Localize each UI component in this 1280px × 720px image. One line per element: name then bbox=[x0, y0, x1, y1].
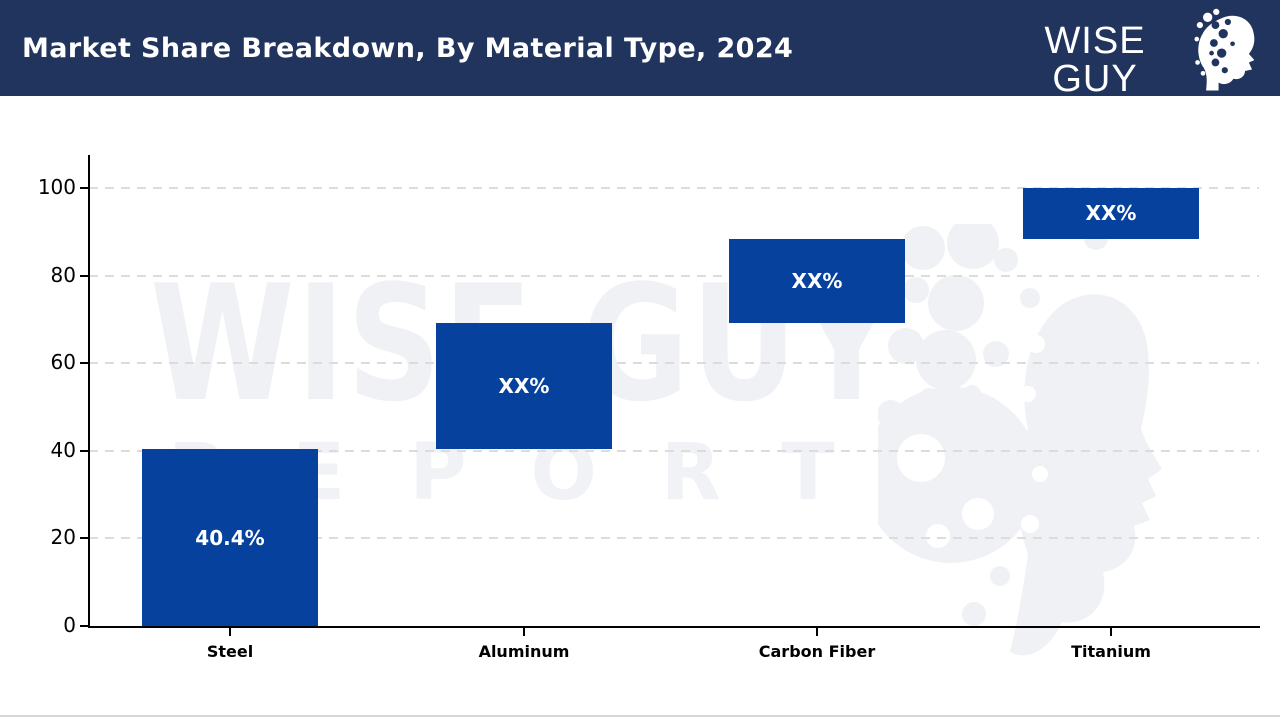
bar-steel: 40.4% bbox=[142, 449, 318, 626]
y-tick-label: 80 bbox=[50, 262, 76, 287]
y-tick-mark bbox=[80, 449, 89, 452]
y-tick-label: 20 bbox=[50, 525, 76, 550]
bar-carbon-fiber: XX% bbox=[729, 238, 905, 323]
x-category-label: Aluminum bbox=[478, 642, 570, 661]
bar-titanium: XX% bbox=[1023, 188, 1199, 239]
x-category-label: Carbon Fiber bbox=[758, 642, 876, 661]
x-axis-line bbox=[88, 626, 1260, 628]
x-tick-mark bbox=[229, 628, 231, 636]
bar-value-label: 40.4% bbox=[195, 525, 265, 550]
logo-wordmark: WISE GUY bbox=[1044, 20, 1146, 100]
bar-value-label: XX% bbox=[791, 268, 843, 293]
y-tick-mark bbox=[80, 537, 89, 540]
x-tick-mark bbox=[523, 628, 525, 636]
y-gridline bbox=[89, 187, 1259, 189]
y-tick-label: 100 bbox=[37, 175, 76, 199]
y-tick-mark bbox=[80, 187, 89, 189]
x-tick-mark bbox=[816, 628, 818, 636]
y-gridline bbox=[89, 537, 1259, 540]
y-tick-mark bbox=[80, 625, 89, 627]
y-gridline bbox=[89, 449, 1259, 452]
y-tick-label: 60 bbox=[50, 350, 76, 375]
header-banner: Market Share Breakdown, By Material Type… bbox=[0, 0, 1280, 118]
bar-value-label: XX% bbox=[1085, 201, 1137, 226]
x-tick-mark bbox=[1110, 628, 1112, 636]
x-category-label: Steel bbox=[206, 642, 254, 661]
bar-aluminum: XX% bbox=[436, 322, 612, 450]
y-gridline bbox=[89, 362, 1259, 365]
y-tick-label: 0 bbox=[63, 613, 76, 637]
page-title: Market Share Breakdown, By Material Type… bbox=[22, 32, 794, 64]
watermark-head-icon bbox=[878, 224, 1162, 656]
bar-value-label: XX% bbox=[498, 373, 550, 398]
logo-head-icon bbox=[1194, 8, 1255, 91]
y-tick-mark bbox=[80, 362, 89, 365]
chart-canvas: WISE GUY REPORTS 0 20 40 60 80 100 40.4% XX% XX%… bbox=[0, 96, 1280, 716]
footer-divider bbox=[0, 715, 1280, 717]
y-tick-label: 40 bbox=[50, 437, 76, 462]
y-axis-line bbox=[88, 155, 90, 628]
x-category-label: Titanium bbox=[1071, 642, 1151, 661]
wise-guy-logo: WISE GUY REPORTS bbox=[1000, 6, 1270, 118]
y-tick-mark bbox=[80, 274, 89, 277]
y-gridline bbox=[89, 274, 1259, 277]
